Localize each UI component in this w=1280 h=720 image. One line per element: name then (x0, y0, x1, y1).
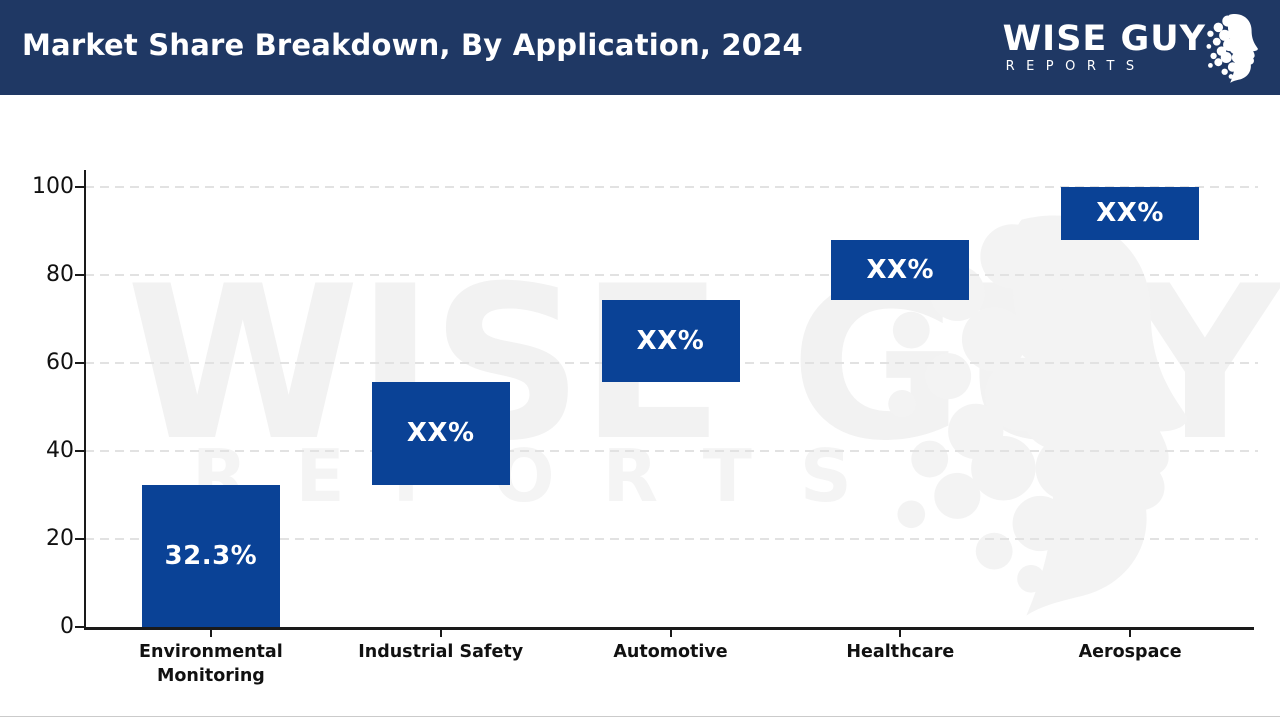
x-tick-mark-4 (1129, 630, 1132, 637)
category-label-3: Healthcare (783, 641, 1017, 665)
y-tick-label-20: 20 (46, 526, 74, 551)
bar-healthcare: XX% (831, 239, 970, 301)
bottom-border (0, 716, 1280, 717)
gridline-40 (85, 450, 1258, 452)
x-tick-mark-2 (669, 630, 672, 637)
wiseguy-logo-title: WISE GUY (1002, 19, 1206, 59)
bar-aerospace: XX% (1061, 187, 1200, 240)
bar-value-label: XX% (1096, 198, 1164, 229)
x-axis-ticks (85, 630, 1258, 638)
header: Market Share Breakdown, By Application, … (0, 0, 1280, 95)
bar-automotive: XX% (601, 300, 740, 382)
x-axis-labels: Environmental Monitoring Industrial Safet… (85, 641, 1258, 701)
y-tick-mark-40 (75, 450, 84, 452)
x-tick-mark-3 (899, 630, 902, 637)
wiseguy-logo-text-block: WISE GUY REPORTS (1002, 19, 1206, 74)
category-label-text: Healthcare (846, 642, 955, 662)
y-axis-labels: 0 20 40 60 80 100 (0, 170, 74, 639)
wiseguy-head-icon (1206, 13, 1258, 83)
page-title: Market Share Breakdown, By Application, … (22, 27, 803, 62)
bar-value-label: XX% (636, 326, 705, 356)
category-label-4: Aerospace (1013, 641, 1247, 665)
category-label-2: Automotive (554, 641, 788, 665)
bar-industrial-safety: XX% (371, 381, 510, 485)
y-tick-label-60: 60 (46, 350, 74, 375)
category-label-text: Environmental Monitoring (139, 642, 283, 686)
x-tick-mark-1 (439, 630, 442, 637)
bar-value-label: 32.3% (164, 540, 258, 571)
y-tick-label-40: 40 (46, 438, 74, 463)
watermark-head-graphic (888, 215, 1188, 616)
category-label-text: Aerospace (1078, 642, 1182, 662)
gridline-80 (85, 274, 1258, 276)
watermark-subtext: REPORTS (192, 434, 900, 518)
gridline-100 (85, 186, 1258, 188)
wiseguy-logo-subtitle: REPORTS (1005, 59, 1146, 74)
y-tick-mark-80 (75, 274, 84, 276)
y-axis-line (84, 170, 86, 630)
category-label-0: Environmental Monitoring (94, 641, 328, 688)
plot-area: 32.3% XX% XX% XX% XX% (85, 170, 1258, 627)
category-label-text: Industrial Safety (358, 642, 524, 662)
bar-value-label: XX% (406, 418, 475, 449)
y-tick-mark-60 (75, 362, 84, 364)
y-tick-mark-0 (75, 626, 84, 628)
x-tick-mark-0 (209, 630, 212, 637)
bar-value-label: XX% (866, 254, 935, 285)
y-axis-ticks (75, 170, 84, 628)
category-label-text: Automotive (613, 642, 728, 662)
y-tick-label-80: 80 (46, 262, 74, 287)
y-tick-label-0: 0 (60, 614, 74, 639)
category-label-1: Industrial Safety (324, 641, 558, 665)
bar-environmental-monitoring: 32.3% (141, 484, 280, 627)
x-axis-line (84, 627, 1254, 630)
y-tick-mark-100 (75, 186, 84, 188)
y-tick-mark-20 (75, 538, 84, 540)
y-tick-label-100: 100 (32, 173, 74, 199)
wiseguy-logo: WISE GUY REPORTS (1003, 10, 1260, 86)
gridline-20 (85, 538, 1258, 540)
